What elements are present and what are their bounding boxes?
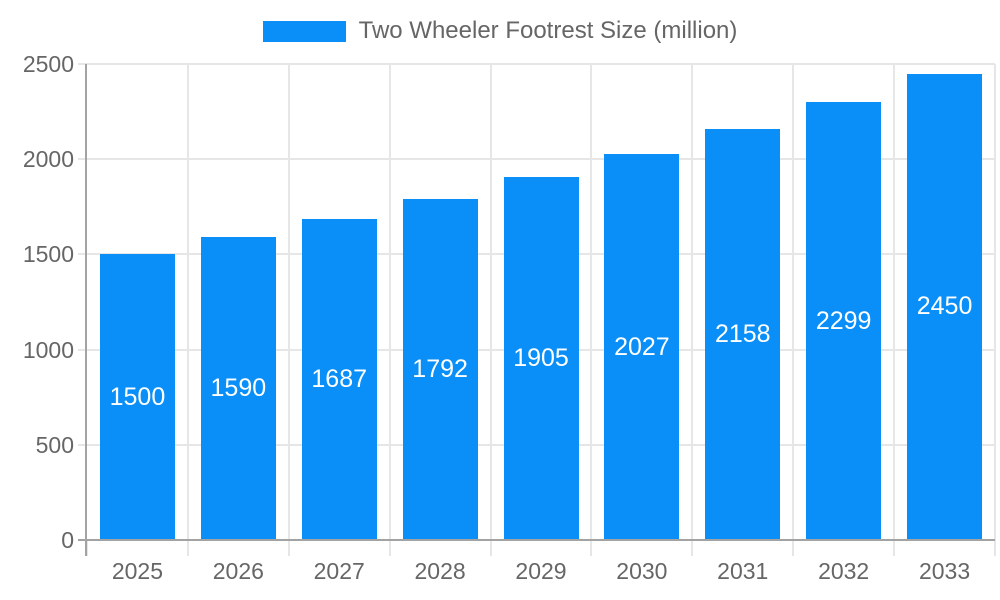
- x-axis-tick: [388, 540, 391, 556]
- gridline-vertical: [287, 64, 290, 540]
- bar-value-label: 1590: [210, 374, 267, 403]
- gridline-vertical: [489, 64, 492, 540]
- gridline-vertical: [893, 64, 896, 540]
- x-axis-tick-label: 2030: [616, 558, 668, 584]
- bar[interactable]: 1792: [402, 198, 478, 540]
- x-axis-tick: [186, 540, 189, 556]
- x-axis-tick-label: 2032: [818, 558, 870, 584]
- bar-value-label: 1687: [311, 364, 368, 393]
- bar-value-label: 2027: [614, 332, 670, 361]
- bar[interactable]: 1590: [200, 237, 276, 540]
- y-axis-tick: [78, 253, 87, 256]
- y-axis-tick: [78, 158, 87, 161]
- bar[interactable]: 1687: [301, 218, 377, 540]
- x-axis-tick: [691, 540, 694, 556]
- y-axis-tick-label: 0: [61, 527, 74, 553]
- y-axis-tick-label: 1500: [22, 241, 74, 268]
- bar-value-label: 2450: [916, 292, 973, 321]
- y-axis-tick-label: 500: [35, 431, 74, 458]
- gridline-horizontal: [87, 63, 995, 65]
- y-axis-line: [85, 64, 87, 556]
- y-axis-tick: [78, 443, 87, 446]
- y-axis-tick: [78, 348, 87, 351]
- x-axis-tick-label: 2031: [717, 558, 769, 584]
- bar-value-label: 2158: [714, 320, 771, 349]
- x-axis-tick-label: 2025: [111, 558, 164, 584]
- x-axis-tick: [792, 540, 795, 556]
- x-axis-tick: [489, 540, 492, 556]
- legend-swatch: [262, 20, 346, 42]
- x-axis-tick-label: 2026: [212, 558, 264, 584]
- gridline-horizontal: [87, 158, 995, 161]
- x-axis-tick: [86, 540, 88, 556]
- gridline-vertical: [590, 64, 593, 540]
- y-axis-tick-label: 1000: [22, 336, 74, 363]
- bar[interactable]: 2450: [907, 73, 983, 540]
- bar-value-label: 1792: [412, 354, 468, 383]
- bar[interactable]: 1500: [99, 254, 175, 540]
- x-axis-tick: [590, 540, 593, 556]
- legend-label: Two Wheeler Footrest Size (million): [358, 17, 738, 44]
- x-axis-tick-label: 2029: [515, 558, 567, 584]
- y-axis-tick: [78, 63, 87, 65]
- gridline-vertical: [691, 64, 694, 540]
- x-axis-line: [78, 539, 995, 541]
- gridline-vertical: [388, 64, 391, 540]
- x-axis-tick-label: 2027: [313, 558, 365, 584]
- bar[interactable]: 2158: [705, 129, 781, 540]
- x-axis-tick-label: 2028: [414, 558, 466, 584]
- gridline-vertical: [186, 64, 189, 540]
- bar[interactable]: 2027: [604, 154, 680, 540]
- bar[interactable]: 1905: [503, 177, 579, 540]
- gridline-vertical: [792, 64, 795, 540]
- legend[interactable]: Two Wheeler Footrest Size (million): [0, 16, 1000, 46]
- x-axis-tick: [994, 540, 996, 556]
- gridline-vertical: [994, 64, 996, 540]
- bar[interactable]: 2299: [806, 102, 882, 540]
- y-axis-tick-label: 2500: [22, 51, 74, 77]
- x-axis-tick: [287, 540, 290, 556]
- x-axis-tick: [893, 540, 896, 556]
- bar-value-label: 1905: [513, 344, 569, 373]
- bar-value-label: 1500: [109, 382, 166, 411]
- x-axis-tick-label: 2033: [918, 558, 971, 584]
- y-axis-tick-label: 2000: [22, 146, 74, 173]
- bar-value-label: 2299: [815, 306, 872, 335]
